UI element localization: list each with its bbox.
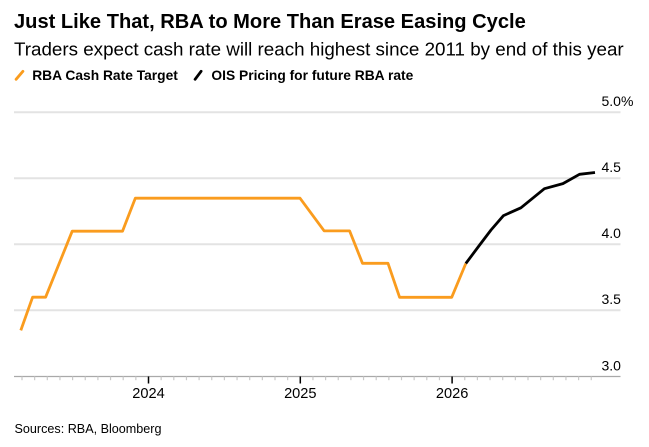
svg-text:RBA Cash Rate Target: RBA Cash Rate Target: [32, 68, 178, 83]
svg-text:5.0%: 5.0%: [602, 93, 634, 109]
svg-text:3.5: 3.5: [602, 291, 622, 307]
svg-text:4.5: 4.5: [602, 159, 622, 175]
svg-text:2024: 2024: [132, 386, 164, 402]
svg-text:4.0: 4.0: [602, 225, 622, 241]
svg-text:Traders expect cash rate will: Traders expect cash rate will reach high…: [14, 38, 624, 59]
svg-text:2025: 2025: [284, 386, 316, 402]
svg-text:3.0: 3.0: [602, 357, 622, 373]
svg-text:OIS Pricing for future RBA rat: OIS Pricing for future RBA rate: [211, 68, 413, 83]
svg-text:Sources: RBA, Bloomberg: Sources: RBA, Bloomberg: [15, 422, 162, 436]
svg-text:2026: 2026: [436, 386, 468, 402]
svg-text:Just Like That, RBA to More Th: Just Like That, RBA to More Than Erase E…: [14, 11, 526, 33]
